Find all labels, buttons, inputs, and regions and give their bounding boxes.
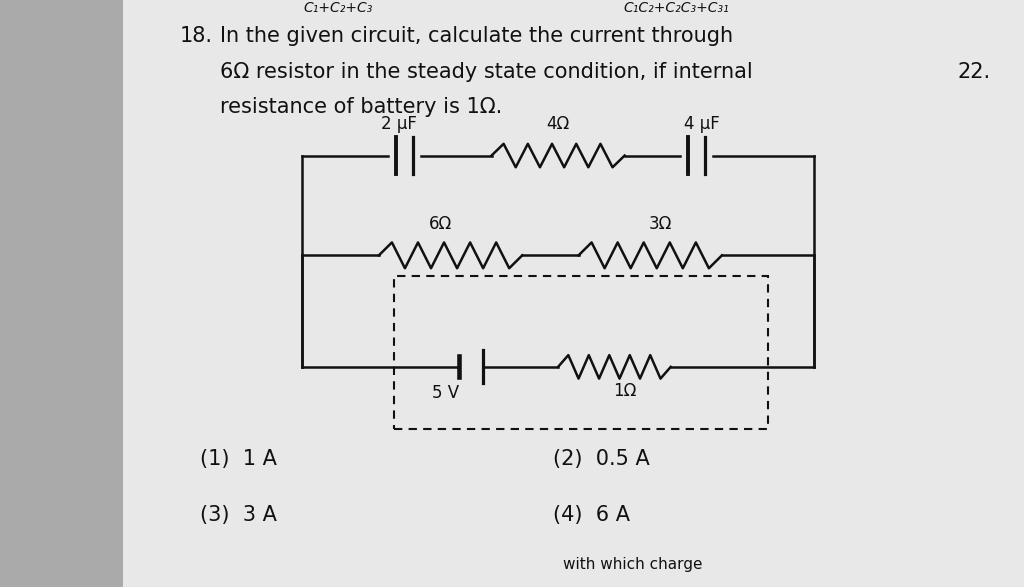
Text: with which charge: with which charge <box>563 557 702 572</box>
Text: 5 V: 5 V <box>432 384 459 403</box>
Text: C₁C₂+C₂C₃+C₃₁: C₁C₂+C₂C₃+C₃₁ <box>623 1 729 15</box>
Bar <box>0 0 123 587</box>
Text: C₁+C₂+C₃: C₁+C₂+C₃ <box>303 1 373 15</box>
Text: 4Ω: 4Ω <box>547 115 569 133</box>
Text: (2)  0.5 A: (2) 0.5 A <box>553 449 649 469</box>
Text: 6Ω: 6Ω <box>429 215 452 233</box>
Text: 3Ω: 3Ω <box>649 215 672 233</box>
Text: 22.: 22. <box>957 62 990 82</box>
Text: 2 μF: 2 μF <box>381 115 418 133</box>
Text: (4)  6 A: (4) 6 A <box>553 505 630 525</box>
Text: (3)  3 A: (3) 3 A <box>200 505 276 525</box>
Text: resistance of battery is 1Ω.: resistance of battery is 1Ω. <box>220 97 503 117</box>
Text: 6Ω resistor in the steady state condition, if internal: 6Ω resistor in the steady state conditio… <box>220 62 753 82</box>
Bar <box>123 0 1024 587</box>
Bar <box>394 276 768 429</box>
Text: 1Ω: 1Ω <box>613 382 636 400</box>
Text: 4 μF: 4 μF <box>684 115 719 133</box>
Text: 18.: 18. <box>179 26 212 46</box>
Text: (1)  1 A: (1) 1 A <box>200 449 276 469</box>
Text: In the given circuit, calculate the current through: In the given circuit, calculate the curr… <box>220 26 733 46</box>
